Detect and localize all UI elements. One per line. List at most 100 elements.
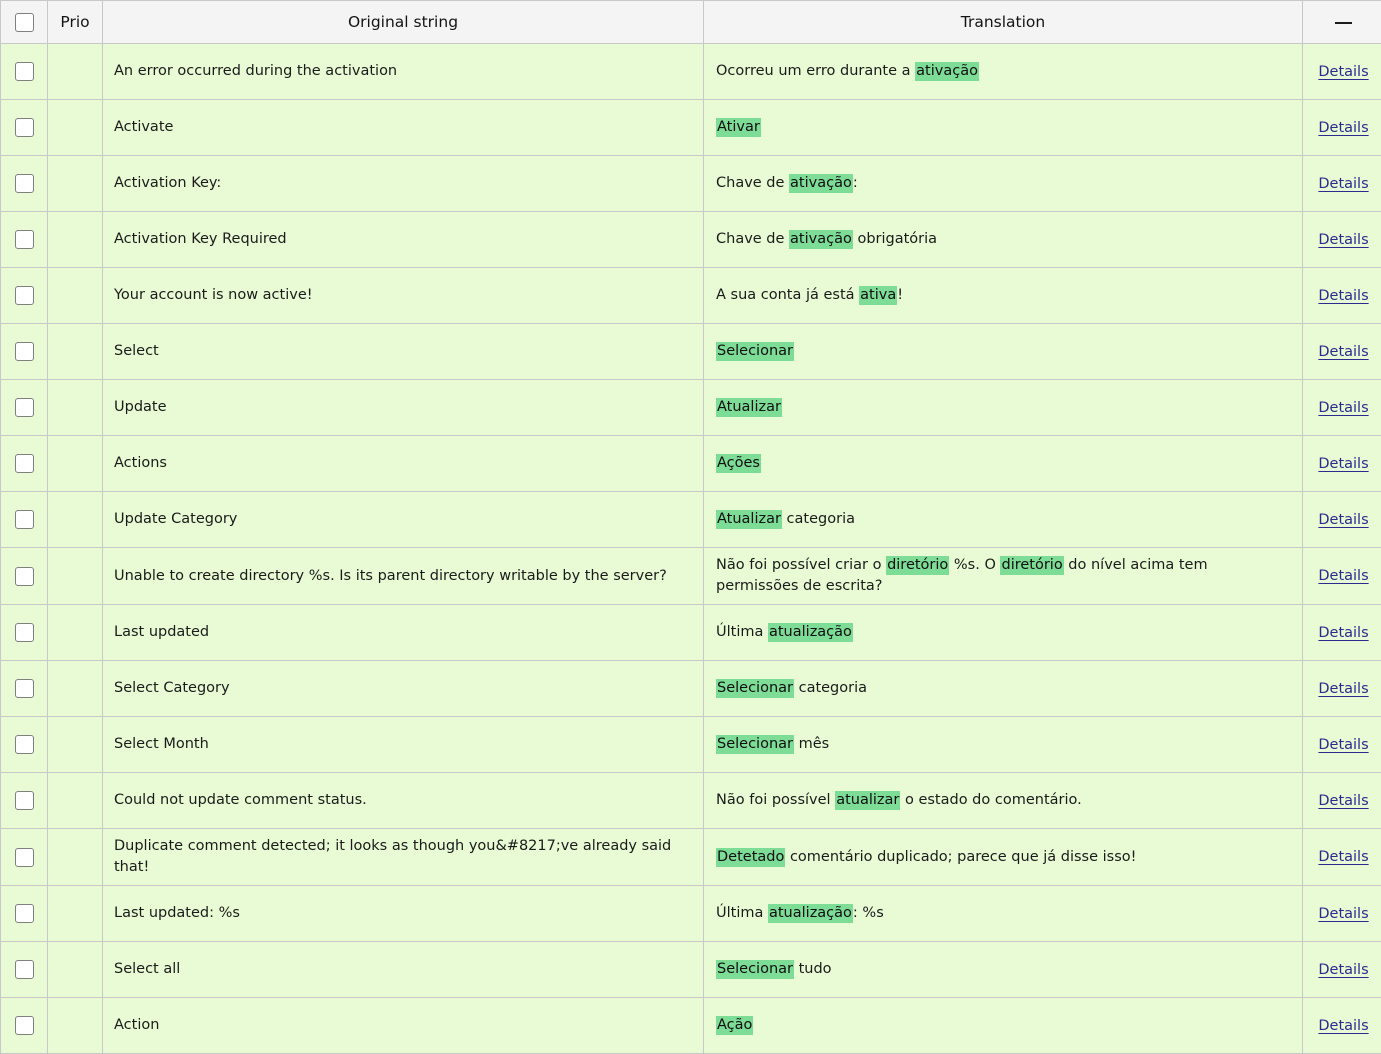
- row-checkbox[interactable]: [15, 679, 34, 698]
- translation-text: !: [897, 287, 903, 303]
- row-prio-cell: [48, 886, 103, 942]
- row-translation-cell: Ocorreu um erro durante a ativação: [704, 44, 1303, 100]
- row-translation-cell: Atualizar categoria: [704, 492, 1303, 548]
- row-checkbox[interactable]: [15, 1016, 34, 1035]
- row-checkbox[interactable]: [15, 398, 34, 417]
- row-checkbox[interactable]: [15, 174, 34, 193]
- row-prio-cell: [48, 212, 103, 268]
- row-select-cell: [1, 886, 48, 942]
- details-link[interactable]: Details: [1318, 568, 1368, 584]
- row-actions-cell: Details: [1303, 717, 1381, 773]
- details-link[interactable]: Details: [1318, 962, 1368, 978]
- row-actions-cell: Details: [1303, 605, 1381, 661]
- details-link[interactable]: Details: [1318, 120, 1368, 136]
- details-link[interactable]: Details: [1318, 344, 1368, 360]
- row-checkbox[interactable]: [15, 623, 34, 642]
- row-prio-cell: [48, 548, 103, 605]
- row-prio-cell: [48, 268, 103, 324]
- row-translation-cell: Selecionar categoria: [704, 661, 1303, 717]
- row-prio-cell: [48, 156, 103, 212]
- row-checkbox[interactable]: [15, 342, 34, 361]
- row-checkbox[interactable]: [15, 454, 34, 473]
- row-select-cell: [1, 324, 48, 380]
- row-checkbox[interactable]: [15, 286, 34, 305]
- row-prio-cell: [48, 829, 103, 886]
- table-header: Prio Original string Translation: [1, 1, 1381, 44]
- translation-highlight: diretório: [886, 556, 949, 575]
- column-header-original-string[interactable]: Original string: [103, 1, 704, 44]
- details-link[interactable]: Details: [1318, 232, 1368, 248]
- translation-text: Chave de: [716, 231, 789, 247]
- translation-text: Chave de: [716, 175, 789, 191]
- translation-highlight: atualizar: [835, 791, 900, 810]
- details-link[interactable]: Details: [1318, 849, 1368, 865]
- table-row: Duplicate comment detected; it looks as …: [1, 829, 1381, 886]
- row-translation-cell: Selecionar: [704, 324, 1303, 380]
- row-checkbox[interactable]: [15, 567, 34, 586]
- row-checkbox[interactable]: [15, 960, 34, 979]
- translation-highlight: Selecionar: [716, 342, 794, 361]
- row-checkbox[interactable]: [15, 735, 34, 754]
- details-link[interactable]: Details: [1318, 737, 1368, 753]
- table-row: Activation Key:Chave de ativação:Details: [1, 156, 1381, 212]
- details-link[interactable]: Details: [1318, 681, 1368, 697]
- row-checkbox[interactable]: [15, 510, 34, 529]
- translation-text: mês: [794, 736, 829, 752]
- translation-highlight: Ações: [716, 454, 761, 473]
- details-link[interactable]: Details: [1318, 64, 1368, 80]
- details-link[interactable]: Details: [1318, 176, 1368, 192]
- column-header-actions[interactable]: [1303, 1, 1381, 44]
- translation-text: tudo: [794, 961, 832, 977]
- row-actions-cell: Details: [1303, 773, 1381, 829]
- row-original-string-cell: Update: [103, 380, 704, 436]
- translation-highlight: ativação: [789, 174, 853, 193]
- row-select-cell: [1, 605, 48, 661]
- row-translation-cell: Chave de ativação obrigatória: [704, 212, 1303, 268]
- row-checkbox[interactable]: [15, 62, 34, 81]
- details-link[interactable]: Details: [1318, 625, 1368, 641]
- row-select-cell: [1, 44, 48, 100]
- details-link[interactable]: Details: [1318, 793, 1368, 809]
- row-original-string-cell: Duplicate comment detected; it looks as …: [103, 829, 704, 886]
- row-checkbox[interactable]: [15, 848, 34, 867]
- row-checkbox[interactable]: [15, 118, 34, 137]
- details-link[interactable]: Details: [1318, 288, 1368, 304]
- row-original-string-cell: An error occurred during the activation: [103, 44, 704, 100]
- column-header-prio[interactable]: Prio: [48, 1, 103, 44]
- row-checkbox[interactable]: [15, 230, 34, 249]
- translation-text: : %s: [853, 905, 884, 921]
- row-select-cell: [1, 436, 48, 492]
- translation-highlight: atualização: [768, 623, 853, 642]
- row-translation-cell: Chave de ativação:: [704, 156, 1303, 212]
- translation-highlight: Selecionar: [716, 679, 794, 698]
- row-original-string-cell: Actions: [103, 436, 704, 492]
- row-checkbox[interactable]: [15, 904, 34, 923]
- row-select-cell: [1, 548, 48, 605]
- row-original-string-cell: Last updated: [103, 605, 704, 661]
- select-all-checkbox[interactable]: [15, 13, 34, 32]
- row-prio-cell: [48, 380, 103, 436]
- details-link[interactable]: Details: [1318, 400, 1368, 416]
- row-select-cell: [1, 717, 48, 773]
- details-link[interactable]: Details: [1318, 456, 1368, 472]
- translation-highlight: Ativar: [716, 118, 761, 137]
- translation-text: comentário duplicado; parece que já diss…: [785, 849, 1136, 865]
- translation-highlight: ativação: [789, 230, 853, 249]
- row-prio-cell: [48, 773, 103, 829]
- row-prio-cell: [48, 998, 103, 1054]
- row-original-string-cell: Last updated: %s: [103, 886, 704, 942]
- details-link[interactable]: Details: [1318, 1018, 1368, 1034]
- row-select-cell: [1, 156, 48, 212]
- details-link[interactable]: Details: [1318, 906, 1368, 922]
- row-checkbox[interactable]: [15, 791, 34, 810]
- translation-text: Última: [716, 905, 768, 921]
- column-header-translation[interactable]: Translation: [704, 1, 1303, 44]
- row-prio-cell: [48, 324, 103, 380]
- details-link[interactable]: Details: [1318, 512, 1368, 528]
